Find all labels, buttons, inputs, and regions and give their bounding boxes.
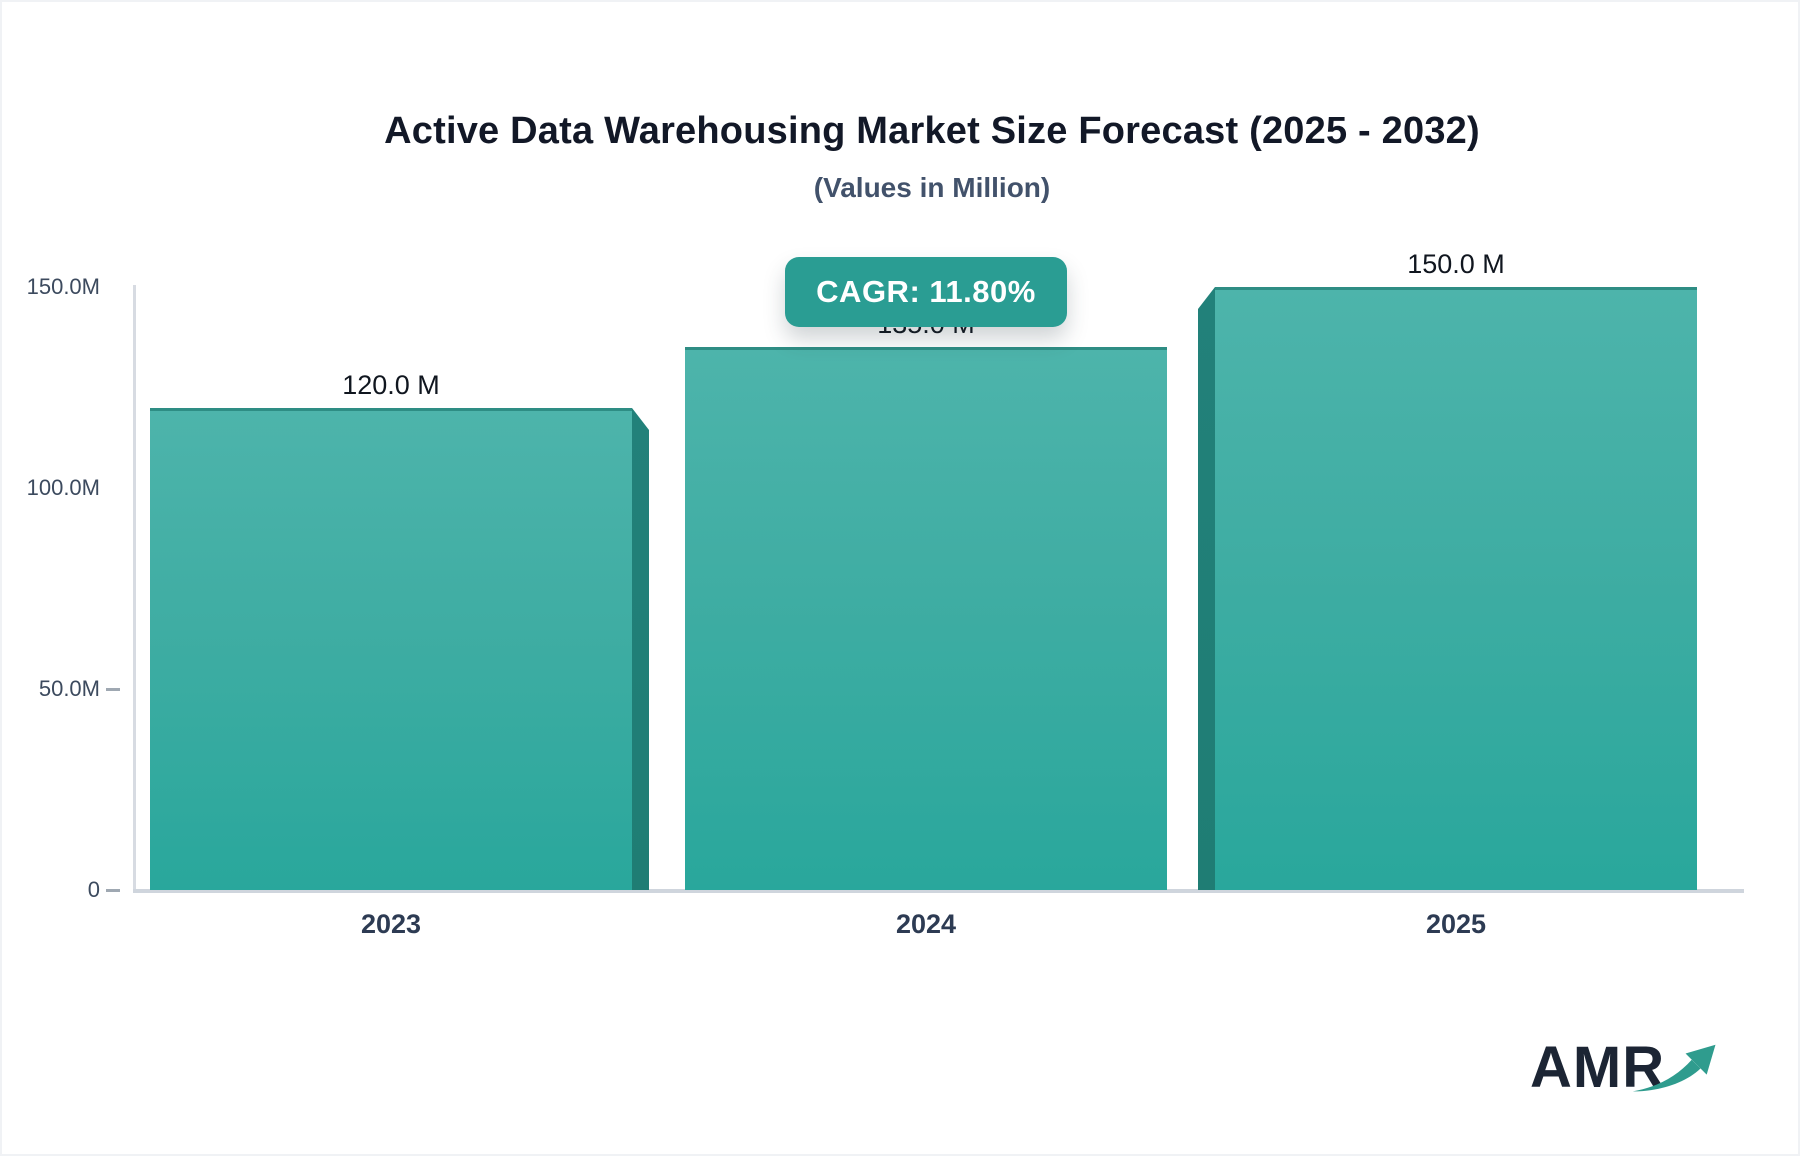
amr-logo: AMR <box>1530 1034 1719 1101</box>
y-tick-label: 150.0M <box>26 274 100 299</box>
chart-title: Active Data Warehousing Market Size Fore… <box>384 110 1480 152</box>
bar-3d-side-2025 <box>1198 287 1215 890</box>
chart-subtitle: (Values in Million) <box>813 172 1051 203</box>
bar-value-label-2023: 120.0 M <box>342 370 440 400</box>
growth-arrow-icon <box>1632 1044 1716 1091</box>
bar-value-label-2025: 150.0 M <box>1407 249 1505 279</box>
bar-3d-side-2023 <box>632 408 649 890</box>
x-axis-label-2025: 2025 <box>1425 909 1487 939</box>
bar-2024 <box>685 347 1167 890</box>
y-tick-mark <box>106 688 120 691</box>
x-axis-label-2024: 2024 <box>895 909 957 939</box>
y-tick-label: 100.0M <box>26 475 100 500</box>
y-tick-mark <box>106 889 120 892</box>
y-axis-line <box>133 285 136 893</box>
bar-2023 <box>150 408 632 890</box>
cagr-badge-label: CAGR: 11.80% <box>816 274 1036 309</box>
cagr-badge: CAGR: 11.80% <box>785 257 1067 327</box>
x-axis-line <box>133 889 1744 893</box>
bar-2025 <box>1215 287 1697 890</box>
y-tick-label: 50.0M <box>38 676 100 701</box>
x-axis-label-2023: 2023 <box>360 909 422 939</box>
y-tick-label: 0 <box>87 877 100 902</box>
